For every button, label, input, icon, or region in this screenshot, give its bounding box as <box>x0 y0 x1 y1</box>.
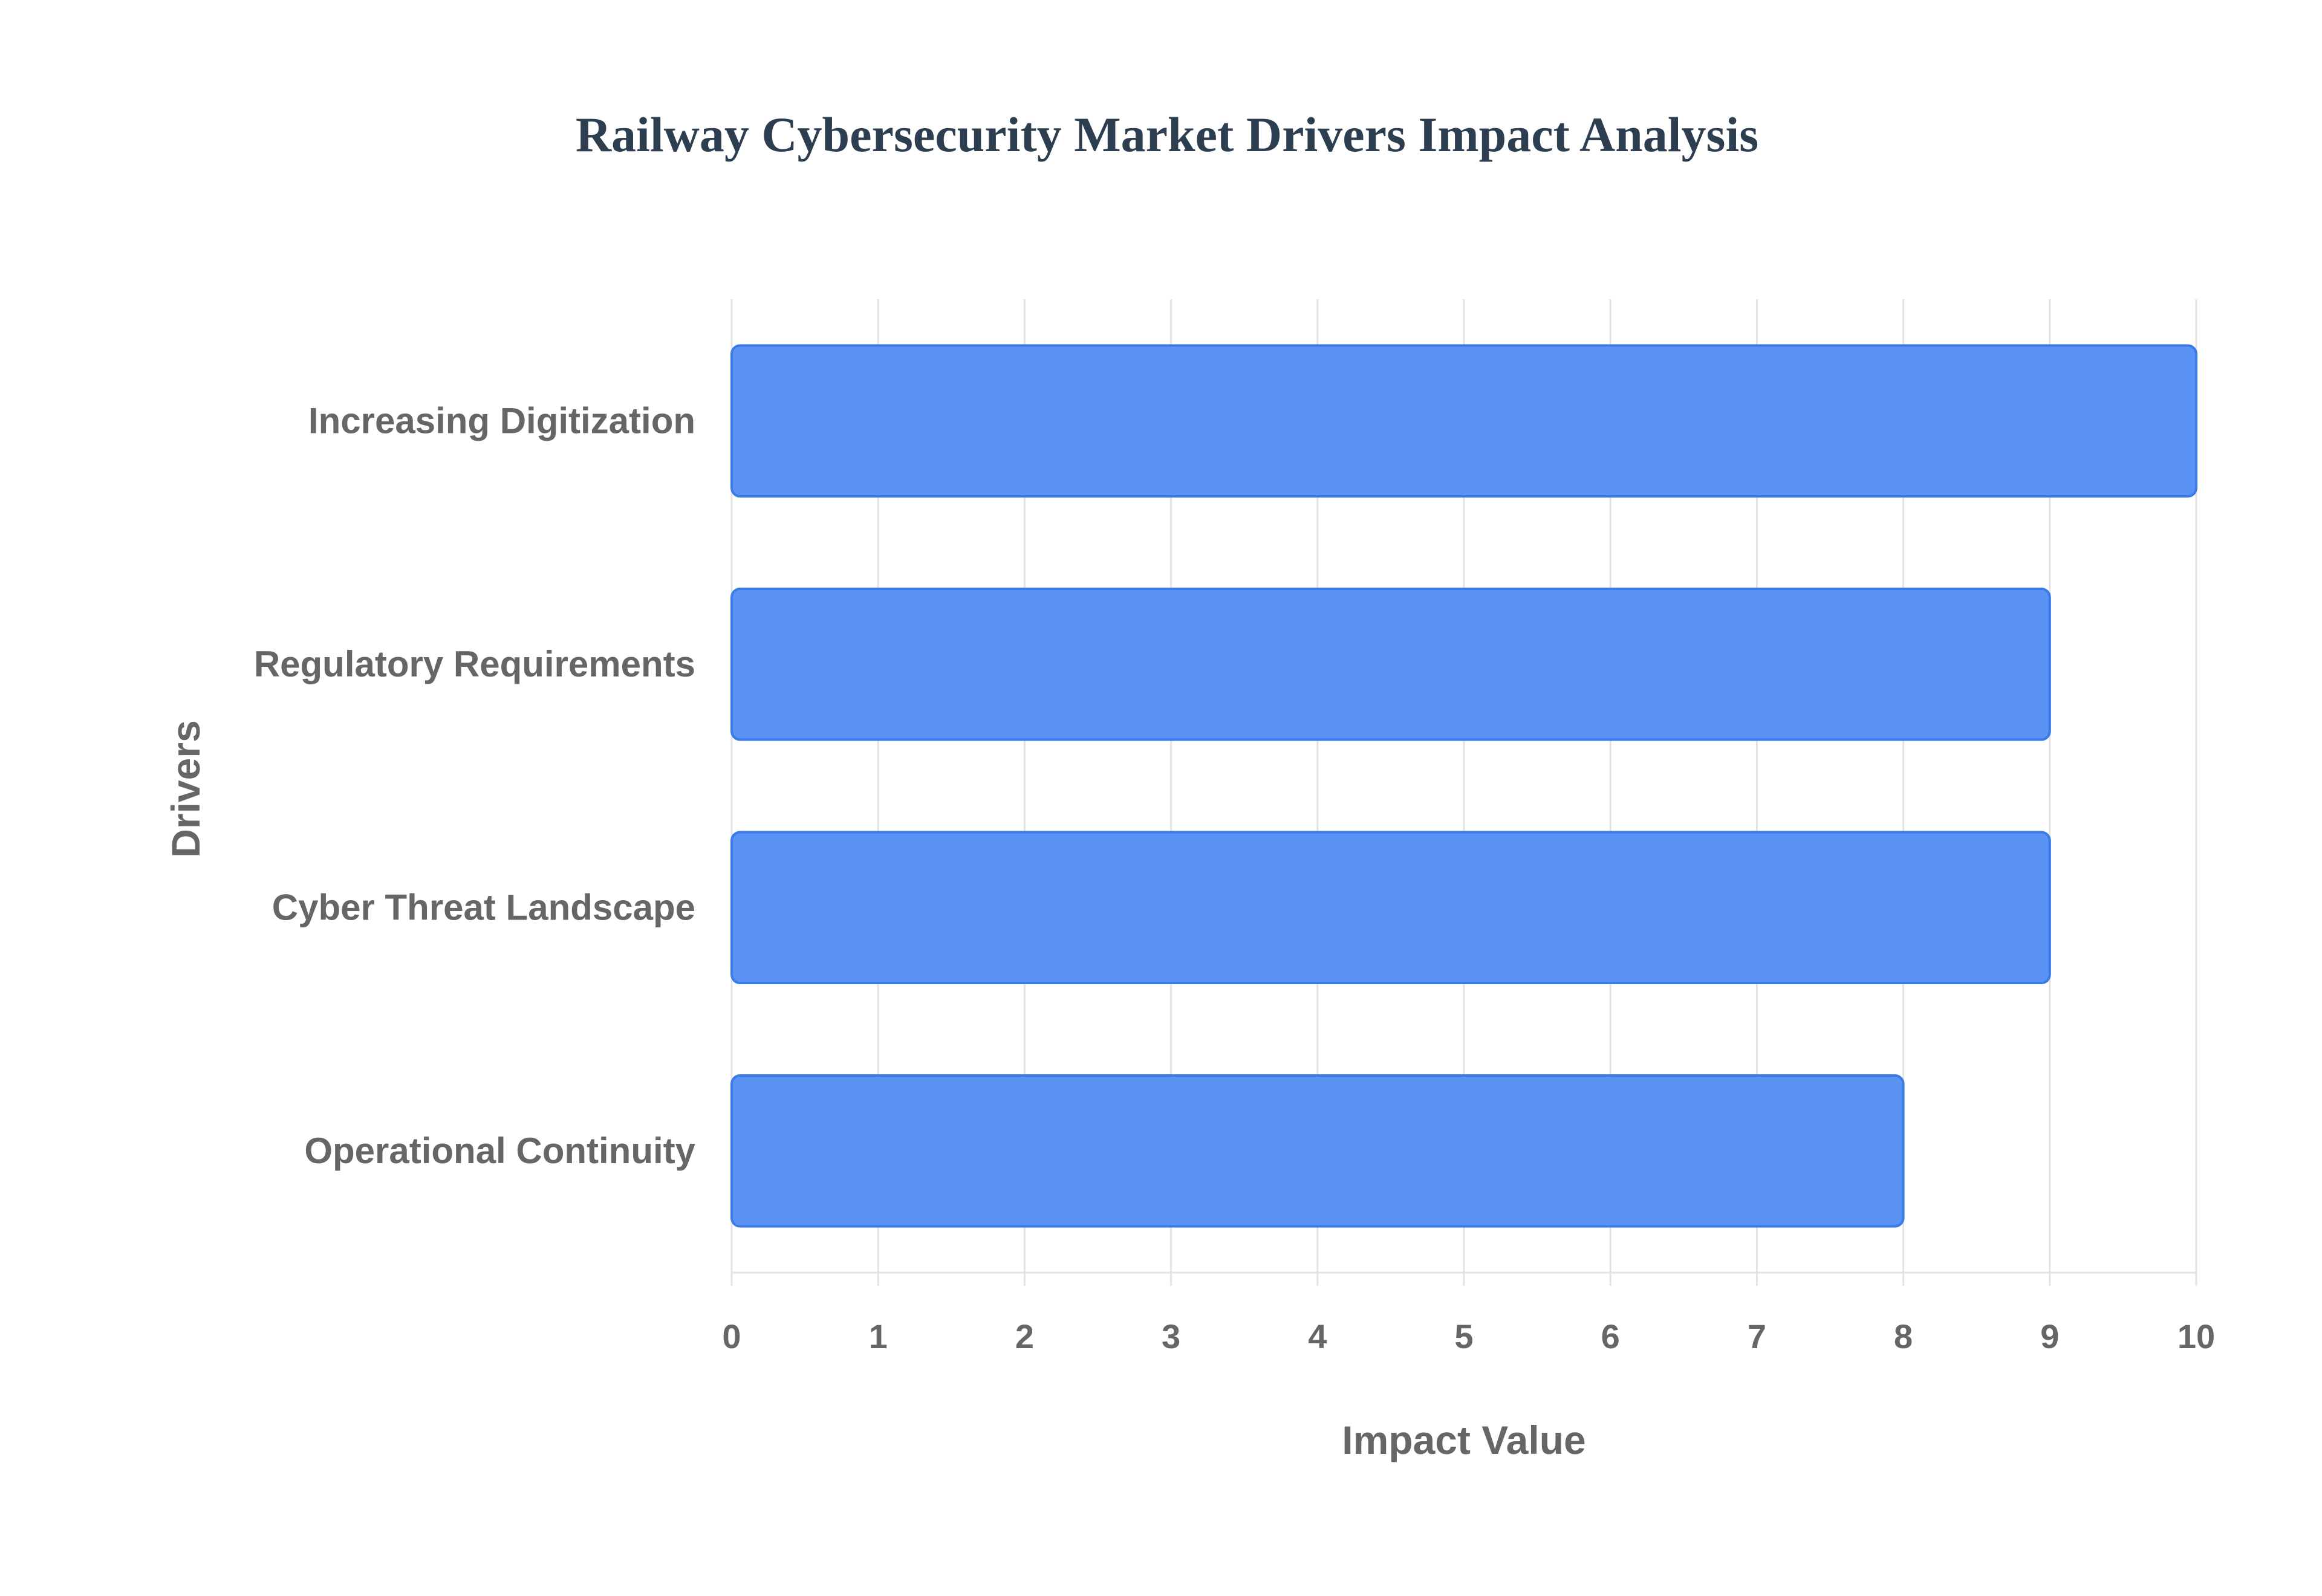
x-tick-label-9: 9 <box>2040 1317 2059 1355</box>
x-tick-label-3: 3 <box>1162 1317 1180 1355</box>
x-tick-label-8: 8 <box>1894 1317 1913 1355</box>
bar-increasing-digitization <box>730 344 2197 498</box>
y-tick-labels: Increasing Digitization Regulatory Requir… <box>254 400 696 1171</box>
x-tick-label-0: 0 <box>722 1317 741 1355</box>
chart-title: Railway Cybersecurity Market Drivers Imp… <box>576 107 1758 162</box>
y-tick-label-increasing-digitization: Increasing Digitization <box>308 400 695 441</box>
x-tick-label-5: 5 <box>1454 1317 1473 1355</box>
bars <box>730 344 2197 1228</box>
bar-operational-continuity <box>730 1074 1905 1228</box>
x-tick-label-6: 6 <box>1601 1317 1620 1355</box>
bar-regulatory-requirements <box>730 587 2051 741</box>
x-tick-label-2: 2 <box>1015 1317 1034 1355</box>
x-tick-label-1: 1 <box>869 1317 888 1355</box>
y-tick-label-regulatory-requirements: Regulatory Requirements <box>254 644 695 684</box>
y-tick-label-cyber-threat-landscape: Cyber Threat Landscape <box>272 887 695 927</box>
x-axis-label: Impact Value <box>1342 1418 1586 1462</box>
x-tick-label-4: 4 <box>1308 1317 1327 1355</box>
y-tick-label-operational-continuity: Operational Continuity <box>304 1130 695 1171</box>
y-axis-label: Drivers <box>163 720 208 858</box>
x-tick-labels: 0 1 2 3 4 5 6 7 8 9 10 <box>722 1317 2215 1355</box>
x-tick-label-7: 7 <box>1748 1317 1766 1355</box>
x-tick-label-10: 10 <box>2177 1317 2215 1355</box>
bar-cyber-threat-landscape <box>730 831 2051 985</box>
